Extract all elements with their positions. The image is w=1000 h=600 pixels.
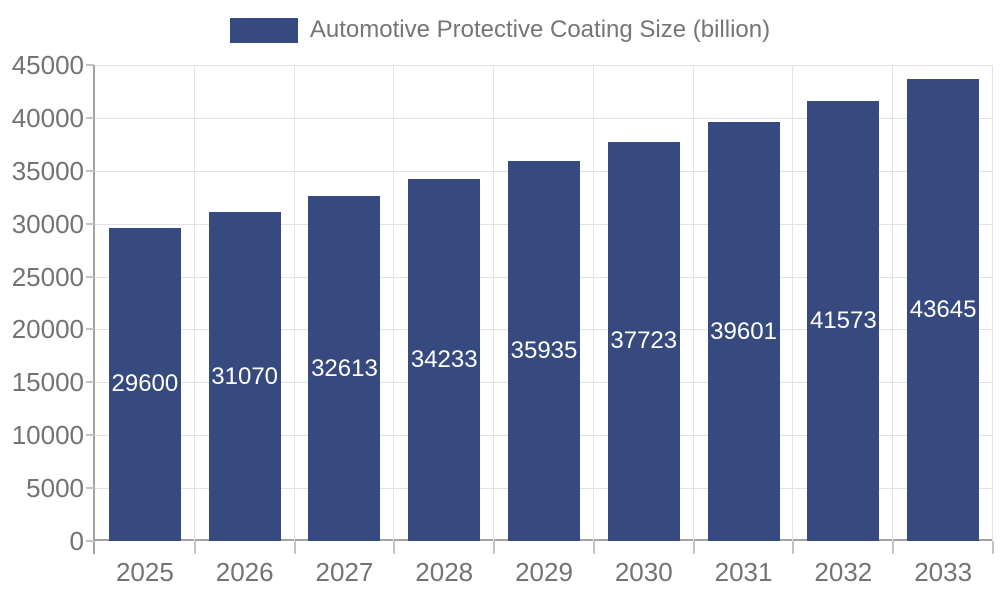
bar-value-label: 34233 <box>410 345 478 373</box>
x-axis-tick-label: 2027 <box>315 557 374 587</box>
chart-legend[interactable]: Automotive Protective Coating Size (bill… <box>0 16 1000 44</box>
y-axis-tick-label: 10000 <box>11 420 84 451</box>
y-axis-tick-label: 35000 <box>11 155 84 186</box>
x-axis-tick-label: 2033 <box>914 557 973 587</box>
gridline-vertical <box>592 65 594 541</box>
y-axis-tick <box>86 487 94 490</box>
bar[interactable] <box>108 227 181 541</box>
y-axis-tick-label: 15000 <box>11 367 84 398</box>
bar[interactable] <box>607 141 680 541</box>
y-axis-tick <box>86 381 94 384</box>
y-axis-tick-label: 30000 <box>11 208 84 239</box>
x-axis-tick <box>892 541 895 554</box>
bar-value-label: 31070 <box>211 362 279 390</box>
bar-value-label: 41573 <box>809 307 877 335</box>
x-axis-tick <box>792 541 795 554</box>
bar-value-label: 37723 <box>610 327 678 355</box>
y-axis-tick-label: 25000 <box>11 261 84 292</box>
bar-value-label: 43645 <box>909 296 977 324</box>
x-axis-tick-label: 2032 <box>814 557 873 587</box>
y-axis-tick-label: 0 <box>69 526 84 556</box>
x-axis-tick <box>393 541 396 554</box>
y-axis-tick <box>86 275 94 278</box>
gridline-vertical <box>992 65 993 541</box>
y-axis-tick <box>86 434 94 437</box>
gridline-horizontal <box>95 117 993 119</box>
bar-value-label: 29600 <box>111 370 179 398</box>
y-axis-tick <box>86 540 94 542</box>
x-axis-tick <box>692 541 695 554</box>
legend-swatch[interactable] <box>229 17 298 43</box>
x-axis-tick-label: 2031 <box>714 557 773 587</box>
y-axis-tick-label: 40000 <box>11 102 84 133</box>
x-axis-tick-label: 2026 <box>215 557 274 587</box>
bar[interactable] <box>508 160 580 541</box>
gridline-vertical <box>393 65 395 541</box>
y-axis-tick <box>86 64 94 66</box>
y-axis-tick <box>86 222 94 225</box>
y-axis-tick-label: 5000 <box>26 473 84 504</box>
bar[interactable] <box>707 122 780 541</box>
gridline-horizontal <box>95 65 993 66</box>
y-axis-tick <box>86 116 94 119</box>
x-axis-tick <box>493 541 496 554</box>
x-axis-tick <box>293 541 296 554</box>
x-axis-tick <box>592 541 595 554</box>
gridline-vertical <box>692 65 694 541</box>
x-axis-tick-label: 2029 <box>515 557 573 587</box>
x-axis-tick <box>193 541 196 554</box>
y-axis-tick <box>86 328 94 331</box>
bar-value-label: 39601 <box>710 317 777 345</box>
gridline-vertical <box>892 65 894 541</box>
gridline-vertical <box>792 65 794 541</box>
legend-label[interactable]: Automotive Protective Coating Size (bill… <box>309 16 771 43</box>
bar[interactable] <box>907 79 980 541</box>
x-axis-tick-label: 2028 <box>415 557 474 587</box>
x-axis-tick-label: 2030 <box>614 557 673 587</box>
bar[interactable] <box>408 178 481 541</box>
bar-value-label: 35935 <box>510 336 578 364</box>
x-axis-tick-label: 2025 <box>115 557 174 587</box>
x-axis-tick <box>992 541 994 554</box>
gridline-vertical <box>193 65 195 541</box>
y-axis-tick <box>86 169 94 172</box>
y-axis-tick-label: 45000 <box>11 50 84 80</box>
plot-area: 29600 31070 32613 34233 35935 37723 39601 41573… <box>95 65 993 541</box>
bar[interactable] <box>208 212 281 541</box>
gridline-vertical <box>493 65 495 541</box>
y-axis-line <box>93 65 95 554</box>
y-axis-tick-label: 20000 <box>11 314 84 345</box>
bar[interactable] <box>807 101 880 541</box>
gridline-vertical <box>293 65 295 541</box>
bar-value-label: 32613 <box>311 354 378 382</box>
bar[interactable] <box>308 196 381 541</box>
